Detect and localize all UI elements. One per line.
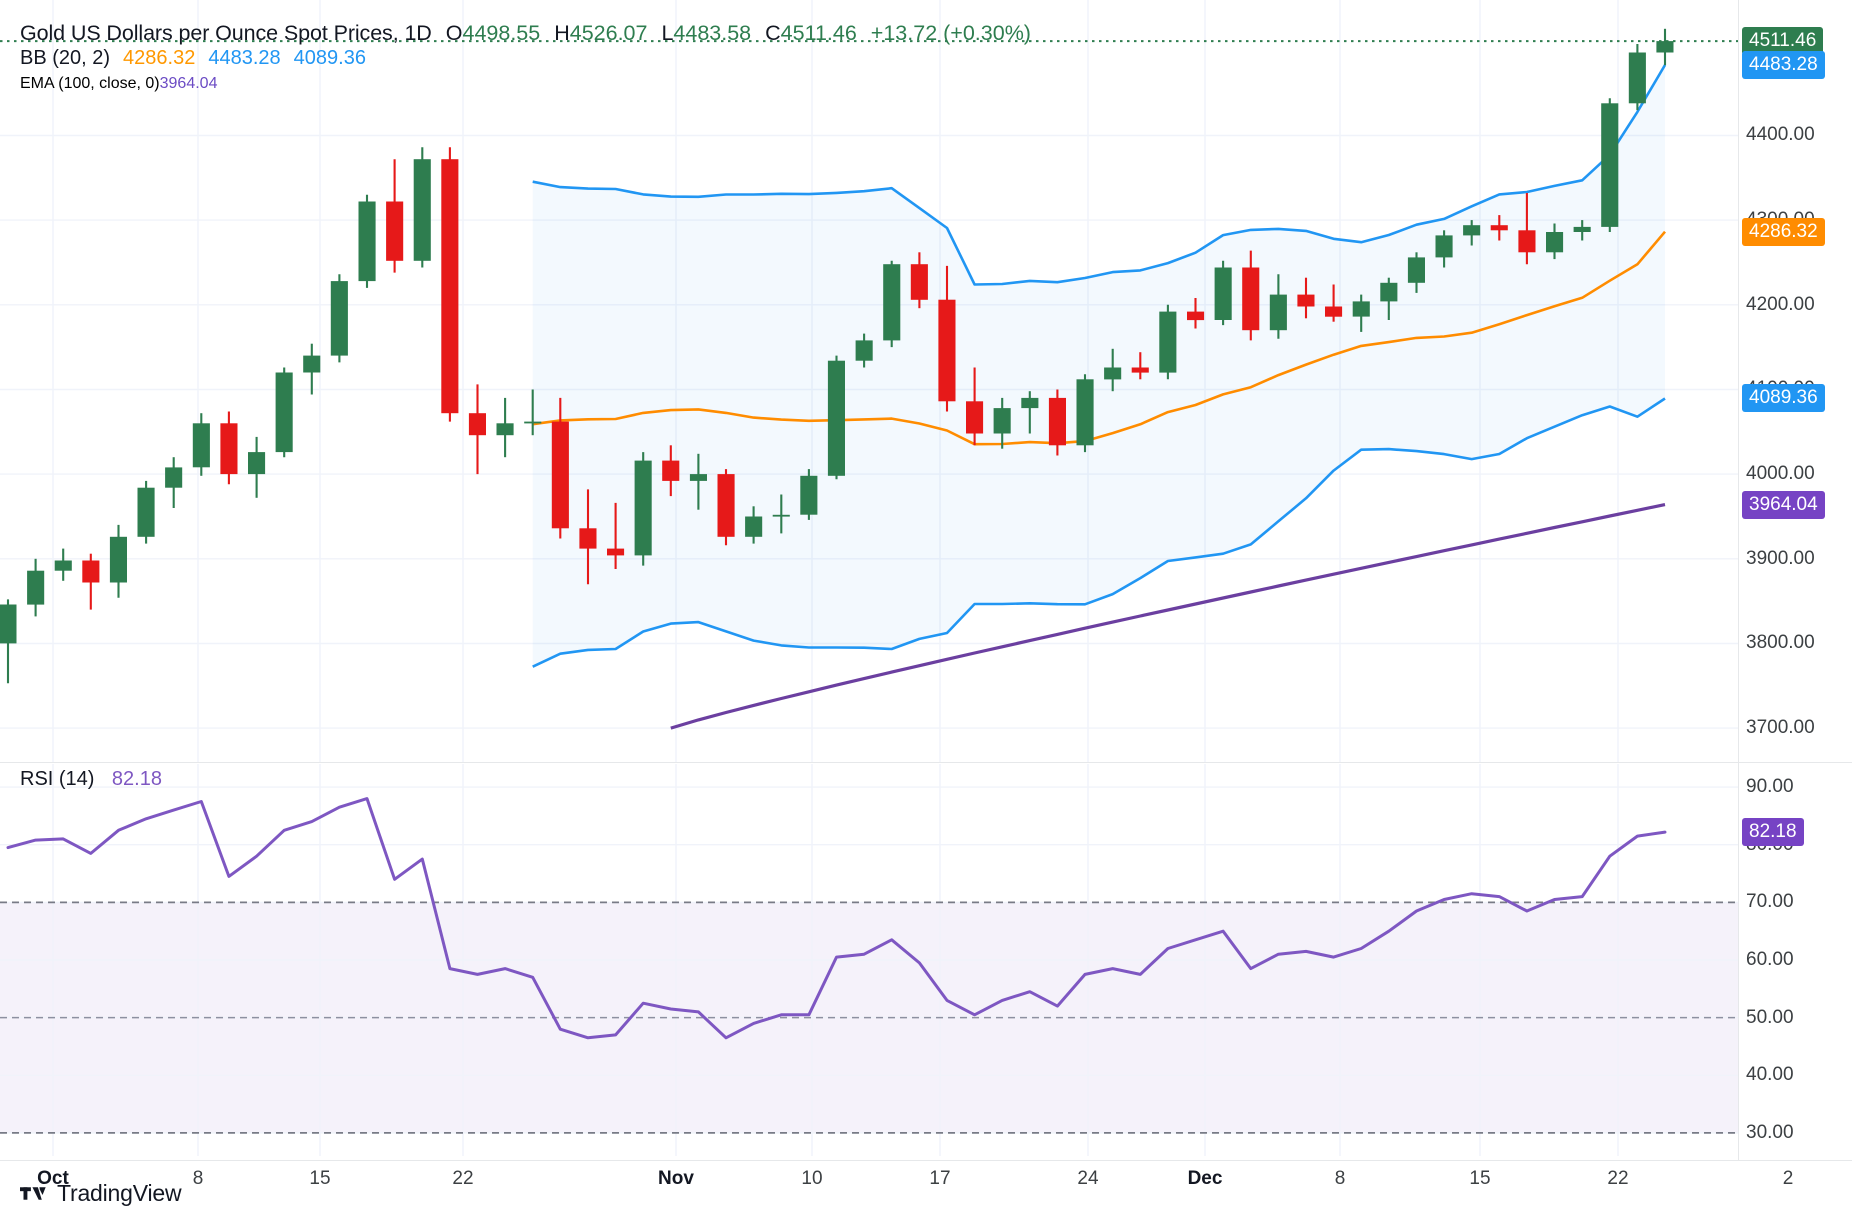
- rsi-axis-tick: 70.00: [1746, 891, 1794, 913]
- time-axis-tick: 10: [801, 1168, 823, 1189]
- price-pane[interactable]: [0, 0, 1738, 762]
- time-axis-tick: 24: [1077, 1168, 1099, 1189]
- price-axis-tick: 4400.00: [1746, 124, 1815, 146]
- price-badge-orange[interactable]: 4286.32: [1742, 217, 1825, 246]
- rsi-pane[interactable]: [0, 764, 1738, 1156]
- time-axis-tick: 8: [192, 1168, 204, 1189]
- price-axis-tick: 4200.00: [1746, 293, 1815, 315]
- price-axis-tick: 3800.00: [1746, 632, 1815, 654]
- time-axis-tick: 22: [1607, 1168, 1629, 1189]
- time-axis-tick: 15: [1469, 1168, 1491, 1189]
- price-axis-tick: 3700.00: [1746, 717, 1815, 739]
- tradingview-footer[interactable]: TradingView: [20, 1180, 182, 1207]
- time-axis-tick: Nov: [658, 1168, 694, 1189]
- time-axis-tick: 2: [1782, 1168, 1794, 1189]
- price-chart-canvas: [0, 0, 1738, 762]
- chart-plot-area[interactable]: [0, 0, 1852, 1160]
- time-axis-tick: Dec: [1187, 1168, 1223, 1189]
- brand-name: TradingView: [57, 1180, 182, 1206]
- rsi-axis-tick: 50.00: [1746, 1006, 1794, 1028]
- pane-divider: [0, 762, 1852, 763]
- rsi-axis-tick: 60.00: [1746, 949, 1794, 970]
- price-axis-tick: 3900.00: [1746, 547, 1815, 569]
- time-axis-tick: 22: [452, 1168, 474, 1189]
- price-badge-blue[interactable]: 4483.28: [1742, 50, 1825, 79]
- time-axis-tick: Oct: [37, 1168, 69, 1189]
- rsi-badge[interactable]: 82.18: [1742, 818, 1804, 847]
- rsi-axis-tick: 40.00: [1746, 1064, 1794, 1086]
- time-scale[interactable]: Oct 8 15 22 Nov 10 17 24 Dec 8 15 22 2: [0, 1160, 1852, 1194]
- rsi-chart-canvas: [0, 764, 1738, 1156]
- rsi-axis-tick: 30.00: [1746, 1121, 1794, 1143]
- price-scale[interactable]: 4400.004300.004200.004100.004000.003900.…: [1738, 0, 1852, 1160]
- price-scale-border: [1738, 0, 1739, 1160]
- price-badge-purple[interactable]: 3964.04: [1742, 490, 1825, 519]
- tradingview-logo-icon: [20, 1187, 46, 1200]
- time-axis-tick: 8: [1334, 1168, 1346, 1189]
- time-axis-tick: 15: [309, 1168, 331, 1189]
- price-axis-tick: 4000.00: [1746, 463, 1815, 485]
- price-badge-blue[interactable]: 4089.36: [1742, 384, 1825, 413]
- rsi-axis-tick: 90.00: [1746, 776, 1794, 798]
- price-badge-green[interactable]: 4511.46: [1742, 27, 1824, 56]
- time-axis-tick: 17: [929, 1168, 951, 1189]
